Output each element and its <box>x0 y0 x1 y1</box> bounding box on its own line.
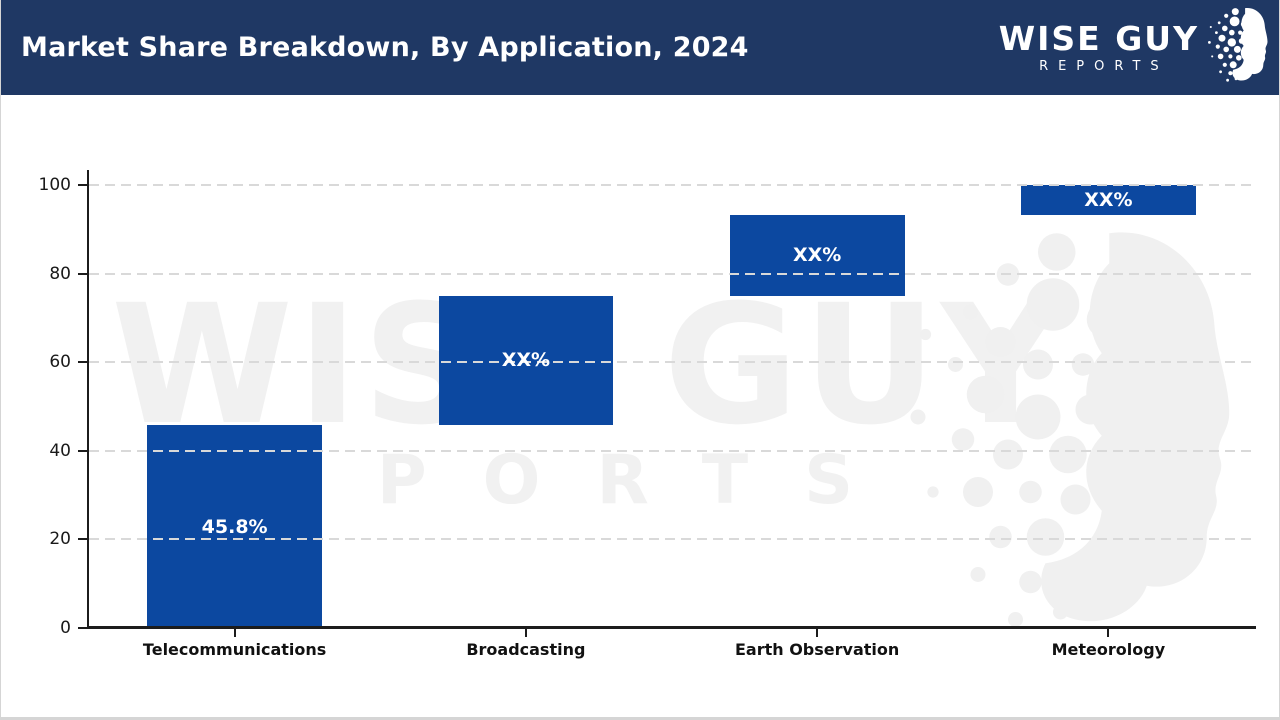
x-tick-3 <box>1107 629 1110 637</box>
y-tick-80 <box>78 272 87 275</box>
y-tick-60 <box>78 361 87 364</box>
gridline-20 <box>89 538 1254 541</box>
x-tick-2 <box>816 629 819 637</box>
x-axis-spine <box>87 626 1256 629</box>
x-tick-1 <box>524 629 527 637</box>
y-tick-label: 20 <box>49 529 71 550</box>
gridline-40 <box>89 449 1254 452</box>
x-tick-0 <box>233 629 236 637</box>
y-tick-label: 0 <box>60 618 71 638</box>
y-tick-100 <box>78 184 87 187</box>
y-tick-label: 60 <box>49 352 71 373</box>
y-axis-spine <box>87 170 89 628</box>
bar-telecommunications <box>147 425 322 628</box>
x-category-label: Earth Observation <box>734 640 900 659</box>
logo-text: WISE GUY REPORTS <box>999 22 1199 74</box>
chart-title: Market Share Breakdown, By Application, … <box>21 32 749 63</box>
x-category-label: Broadcasting <box>466 640 586 659</box>
x-category-label: Telecommunications <box>142 640 327 659</box>
bar-value-label: XX% <box>792 244 842 267</box>
logo-wordmark: WISE GUY <box>998 19 1199 59</box>
bar-value-label: XX% <box>1084 189 1133 212</box>
wiseguy-logo: WISE GUY REPORTS <box>999 4 1271 92</box>
header: Market Share Breakdown, By Application, … <box>1 0 1279 95</box>
x-category-label: Meteorology <box>1051 640 1166 659</box>
y-tick-label: 40 <box>49 440 71 461</box>
bar-earth-observation <box>729 214 905 296</box>
gridline-100 <box>89 184 1254 187</box>
y-tick-20 <box>78 538 87 541</box>
y-tick-0 <box>78 627 87 629</box>
y-tick-40 <box>78 449 87 452</box>
bar-broadcasting <box>438 295 614 426</box>
y-tick-label: 80 <box>49 263 71 284</box>
logo-subtext: REPORTS <box>1039 58 1169 74</box>
gridline-60 <box>89 361 1254 364</box>
y-tick-label: 100 <box>38 175 71 196</box>
bar-meteorology <box>1021 185 1196 215</box>
bar-value-label: 45.8% <box>201 515 268 538</box>
bar-value-label: XX% <box>501 349 551 372</box>
gridline-80 <box>89 272 1254 275</box>
